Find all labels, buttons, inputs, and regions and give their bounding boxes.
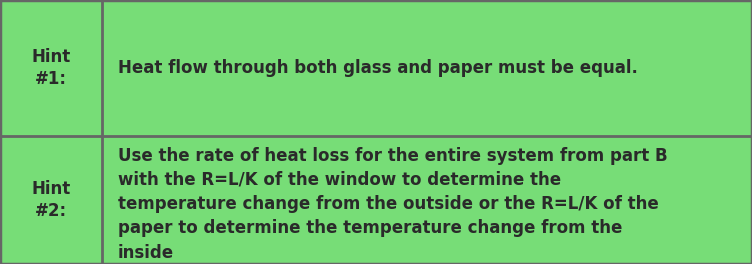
Text: Use the rate of heat loss for the entire system from part B
with the R=L/K of th: Use the rate of heat loss for the entire…	[118, 147, 668, 262]
Text: Heat flow through both glass and paper must be equal.: Heat flow through both glass and paper m…	[118, 59, 638, 77]
Text: Hint
#1:: Hint #1:	[31, 48, 71, 88]
Text: Hint
#2:: Hint #2:	[31, 180, 71, 220]
